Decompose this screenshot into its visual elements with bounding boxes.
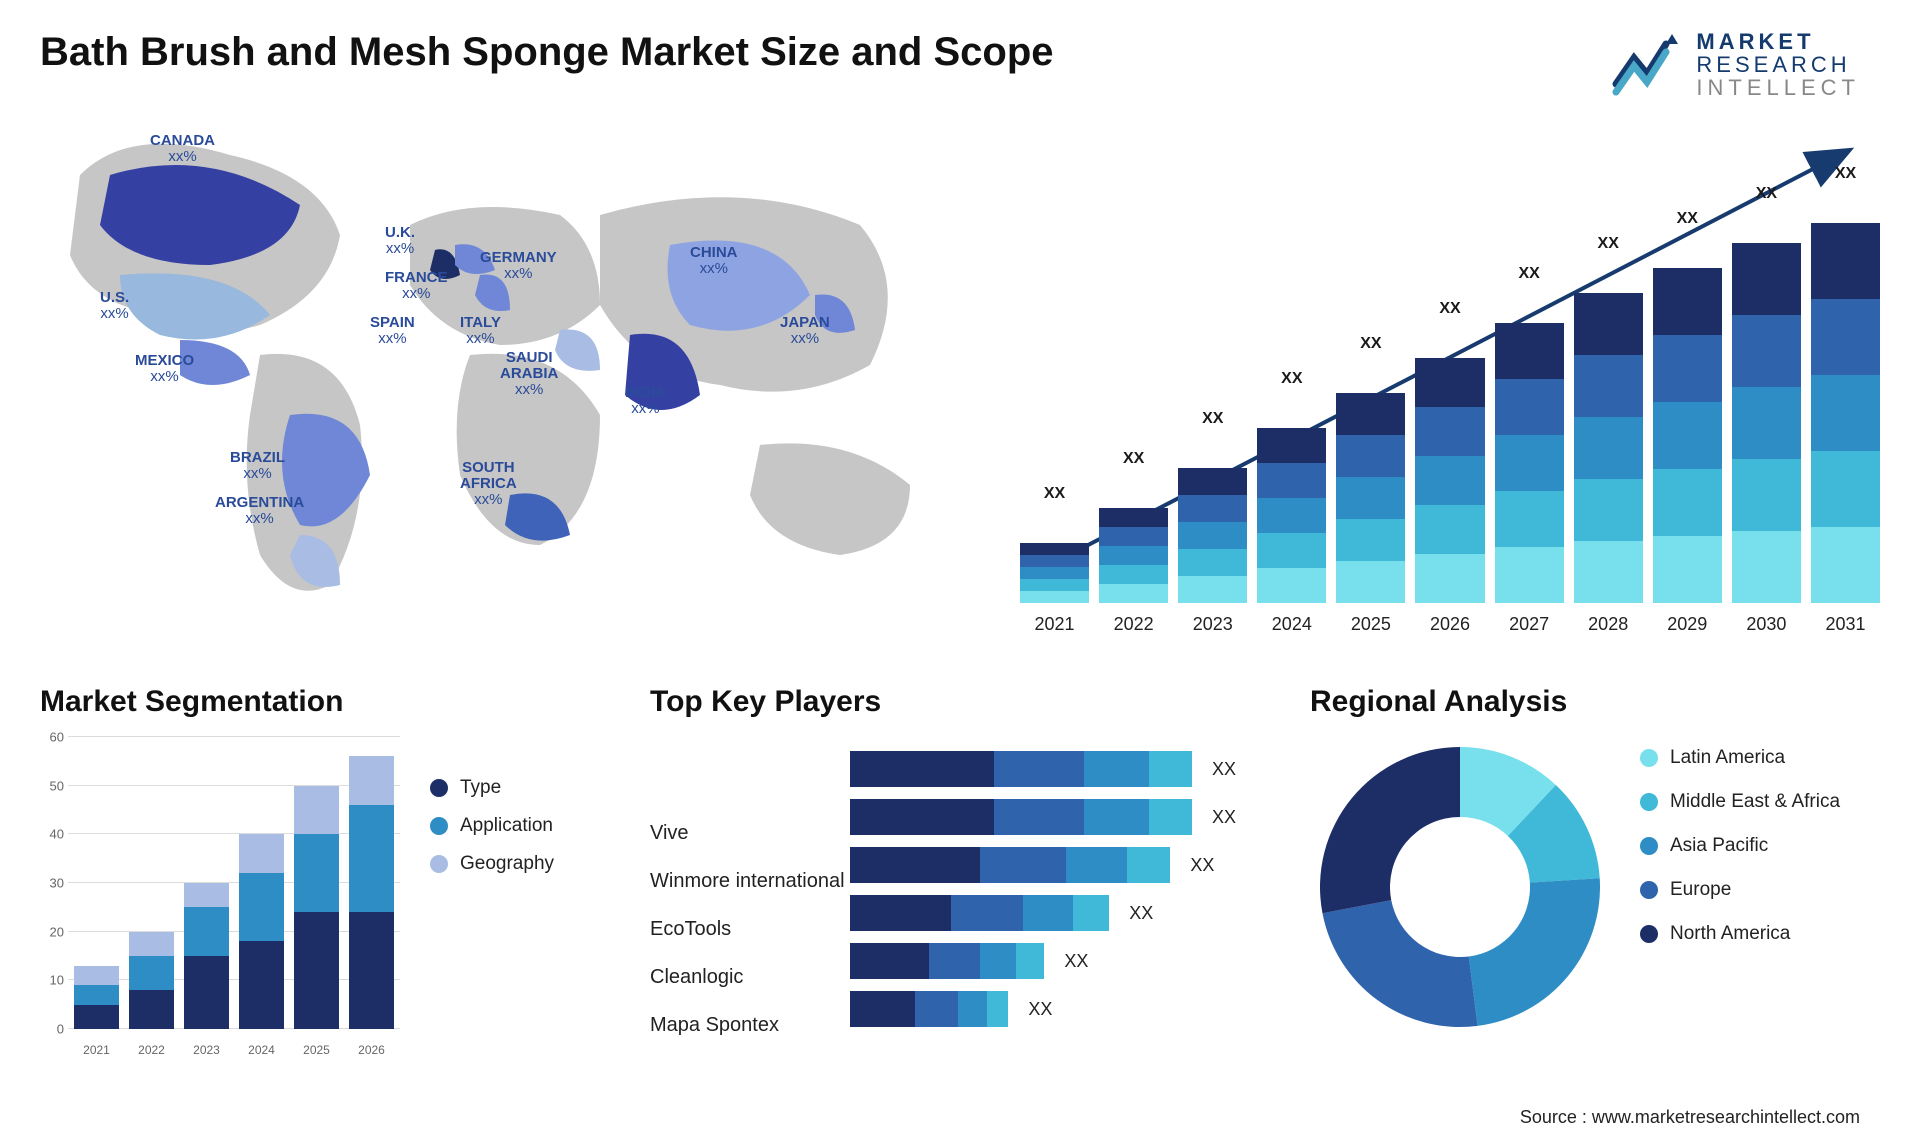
legend-item: Asia Pacific xyxy=(1640,835,1840,857)
regional-panel: Regional Analysis Latin America Middle Ea… xyxy=(1310,685,1880,1105)
legend-item: North America xyxy=(1640,923,1840,945)
key-players-labels: ViveWinmore internationalEcoToolsCleanlo… xyxy=(650,737,850,1049)
growth-bar: XX xyxy=(1257,428,1326,603)
key-player-bar: XX xyxy=(850,985,1270,1033)
legend-item: Type xyxy=(430,777,554,799)
segmentation-panel: Market Segmentation 0102030405060 202120… xyxy=(40,685,610,1105)
growth-bar: XX xyxy=(1574,293,1643,603)
growth-bar: XX xyxy=(1099,508,1168,603)
donut-slice xyxy=(1469,878,1600,1026)
key-player-bar: XX xyxy=(850,793,1270,841)
regional-title: Regional Analysis xyxy=(1310,685,1880,719)
legend-item: Europe xyxy=(1640,879,1840,901)
growth-bar: XX xyxy=(1732,243,1801,603)
key-player-bar: XX xyxy=(850,889,1270,937)
country-label: MEXICOxx% xyxy=(135,353,194,385)
regional-donut-chart xyxy=(1310,737,1610,1037)
country-label: ITALYxx% xyxy=(460,315,501,347)
country-label: ARGENTINAxx% xyxy=(215,495,304,527)
country-label: JAPANxx% xyxy=(780,315,830,347)
source-text: Source : www.marketresearchintellect.com xyxy=(1520,1107,1860,1128)
key-player-bar: XX xyxy=(850,841,1270,889)
growth-bar: XX xyxy=(1336,393,1405,603)
country-label: CANADAxx% xyxy=(150,133,215,165)
country-label: SAUDIARABIAxx% xyxy=(500,350,558,397)
segmentation-chart: 0102030405060 202120222023202420252026 xyxy=(40,737,400,1057)
country-label: BRAZILxx% xyxy=(230,450,285,482)
segmentation-bar xyxy=(184,883,229,1029)
world-map: CANADAxx% U.S.xx% MEXICOxx% BRAZILxx% ARGENT… xyxy=(40,115,970,635)
regional-legend: Latin America Middle East & Africa Asia Pa… xyxy=(1640,737,1840,945)
segmentation-bar xyxy=(74,966,119,1029)
country-label: SOUTHAFRICAxx% xyxy=(460,460,517,507)
growth-bar: XX xyxy=(1178,468,1247,603)
growth-bar: XX xyxy=(1495,323,1564,603)
segmentation-legend: Type Application Geography xyxy=(430,737,554,1057)
growth-bar: XX xyxy=(1653,268,1722,603)
logo-swoosh-icon xyxy=(1612,34,1682,96)
donut-slice xyxy=(1322,900,1477,1027)
country-label: U.K.xx% xyxy=(385,225,415,257)
key-player-bar: XX xyxy=(850,745,1270,793)
segmentation-title: Market Segmentation xyxy=(40,685,610,719)
page-title: Bath Brush and Mesh Sponge Market Size a… xyxy=(40,30,1880,75)
segmentation-bar xyxy=(129,932,174,1029)
key-player-bar: XX xyxy=(850,937,1270,985)
growth-chart: XXXXXXXXXXXXXXXXXXXXXX 20212022202320242… xyxy=(1010,115,1880,635)
legend-item: Application xyxy=(430,815,554,837)
donut-slice xyxy=(1320,747,1460,913)
segmentation-bar xyxy=(294,786,339,1029)
brand-logo: MARKET RESEARCH INTELLECT xyxy=(1612,30,1860,99)
country-label: FRANCExx% xyxy=(385,270,448,302)
country-label: INDIAxx% xyxy=(625,385,666,417)
country-label: CHINAxx% xyxy=(690,245,738,277)
segmentation-bar xyxy=(349,756,394,1029)
logo-text: MARKET RESEARCH INTELLECT xyxy=(1696,30,1860,99)
country-label: GERMANYxx% xyxy=(480,250,557,282)
country-label: U.S.xx% xyxy=(100,290,129,322)
key-players-chart: XXXXXXXXXXXX xyxy=(850,737,1270,1049)
key-players-panel: Top Key Players ViveWinmore internationa… xyxy=(650,685,1270,1105)
growth-bar: XX xyxy=(1020,543,1089,603)
growth-bar: XX xyxy=(1811,223,1880,603)
legend-item: Latin America xyxy=(1640,747,1840,769)
segmentation-bar xyxy=(239,834,284,1029)
key-players-title: Top Key Players xyxy=(650,685,1270,719)
legend-item: Geography xyxy=(430,853,554,875)
country-label: SPAINxx% xyxy=(370,315,415,347)
legend-item: Middle East & Africa xyxy=(1640,791,1840,813)
growth-bar: XX xyxy=(1415,358,1484,603)
